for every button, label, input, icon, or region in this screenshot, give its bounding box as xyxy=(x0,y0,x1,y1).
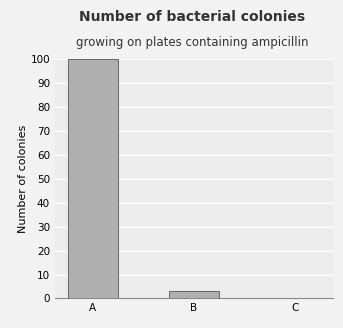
Bar xyxy=(168,291,219,298)
Bar xyxy=(68,59,118,298)
Y-axis label: Number of colonies: Number of colonies xyxy=(17,125,28,233)
Text: growing on plates containing ampicillin: growing on plates containing ampicillin xyxy=(76,36,308,49)
Text: Number of bacterial colonies: Number of bacterial colonies xyxy=(79,10,305,24)
